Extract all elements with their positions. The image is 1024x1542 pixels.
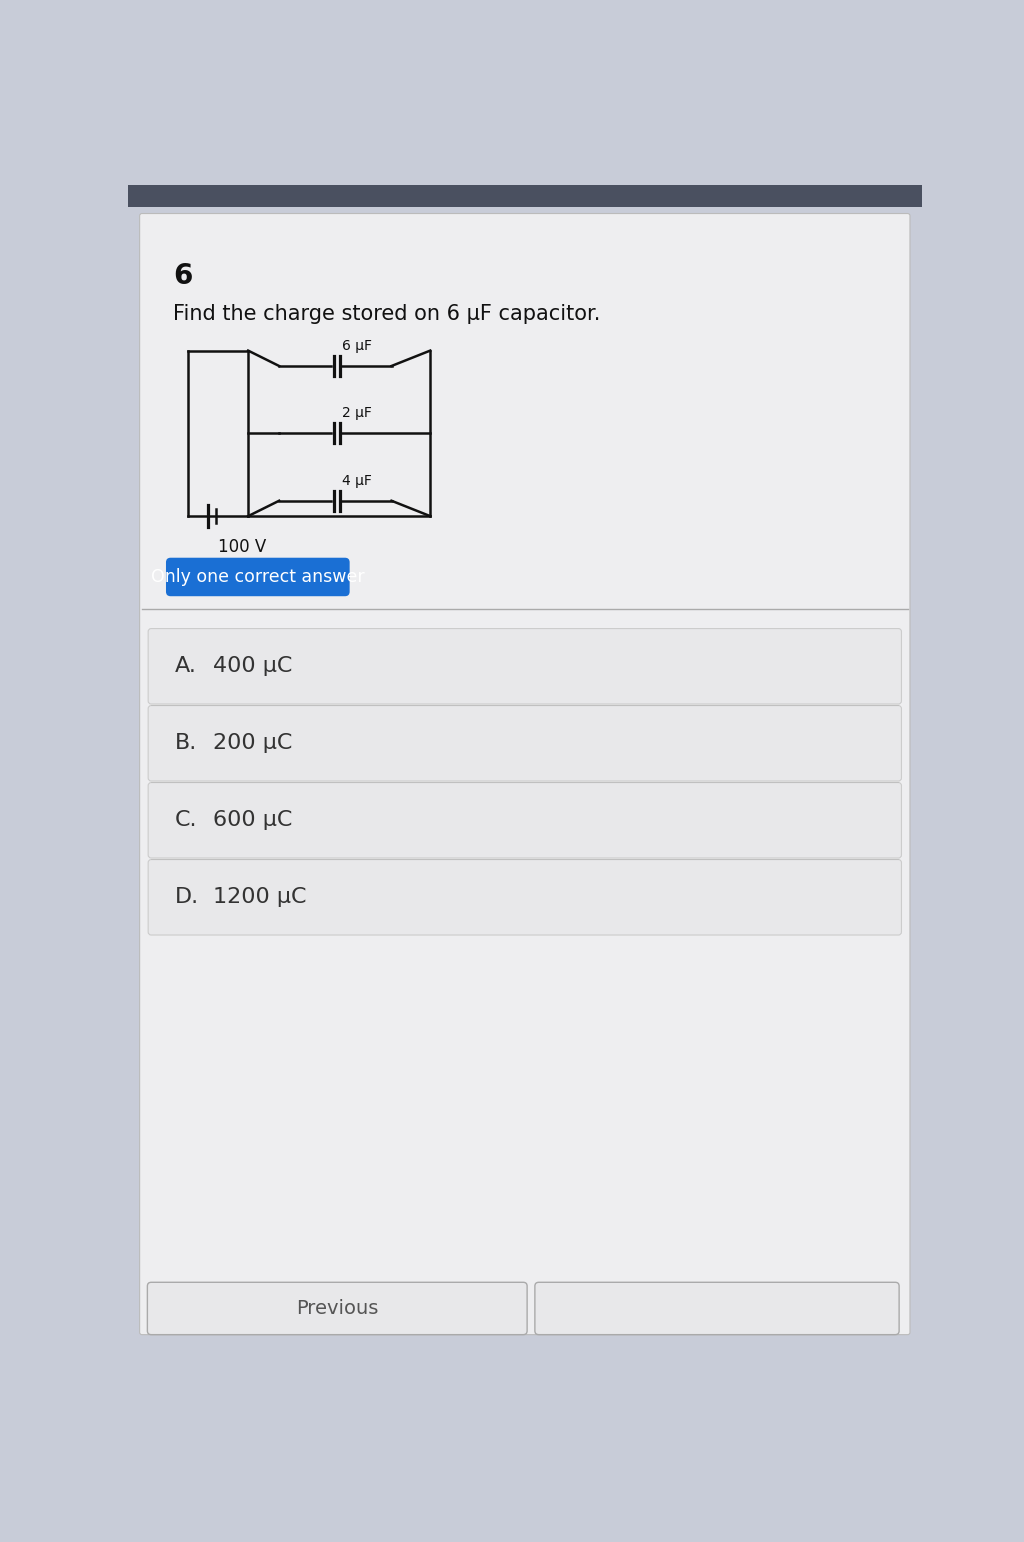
Text: 100 V: 100 V <box>218 538 266 555</box>
Text: 6 μF: 6 μF <box>342 339 372 353</box>
Text: 400 μC: 400 μC <box>213 657 293 677</box>
Text: 2 μF: 2 μF <box>342 406 372 421</box>
Text: A.: A. <box>174 657 197 677</box>
Text: 4 μF: 4 μF <box>342 473 372 487</box>
FancyBboxPatch shape <box>139 213 910 1335</box>
Text: D.: D. <box>174 887 199 907</box>
FancyBboxPatch shape <box>166 558 349 597</box>
Text: B.: B. <box>174 734 197 754</box>
Text: 6: 6 <box>173 262 193 290</box>
Bar <box>128 185 922 207</box>
Text: Only one correct answer: Only one correct answer <box>151 567 365 586</box>
Text: 200 μC: 200 μC <box>213 734 293 754</box>
Text: Find the charge stored on 6 μF capacitor.: Find the charge stored on 6 μF capacitor… <box>173 304 600 324</box>
FancyBboxPatch shape <box>147 1283 527 1335</box>
FancyBboxPatch shape <box>148 706 901 780</box>
FancyBboxPatch shape <box>148 629 901 705</box>
Text: Previous: Previous <box>296 1298 379 1318</box>
FancyBboxPatch shape <box>148 782 901 857</box>
Text: C.: C. <box>174 810 197 830</box>
Text: 1200 μC: 1200 μC <box>213 887 307 907</box>
FancyBboxPatch shape <box>148 859 901 934</box>
FancyBboxPatch shape <box>535 1283 899 1335</box>
Text: 600 μC: 600 μC <box>213 810 293 830</box>
